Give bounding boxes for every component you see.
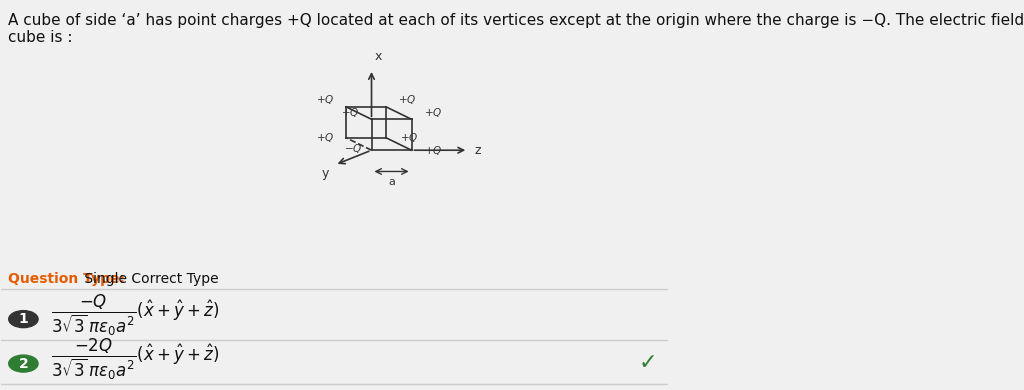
Text: $-Q$: $-Q$	[344, 142, 362, 155]
Text: $+Q$: $+Q$	[315, 94, 334, 106]
Text: z: z	[475, 144, 481, 157]
Text: $+Q$: $+Q$	[398, 94, 417, 106]
Text: Single Correct Type: Single Correct Type	[80, 272, 219, 286]
Text: Question Type:: Question Type:	[8, 272, 125, 286]
Text: A cube of side ‘a’ has point charges +Q located at each of its vertices except a: A cube of side ‘a’ has point charges +Q …	[8, 13, 1024, 45]
Text: ✓: ✓	[639, 354, 657, 374]
Text: $+Q$: $+Q$	[315, 131, 334, 144]
Text: $+Q$: $+Q$	[424, 106, 442, 119]
Text: 1: 1	[18, 312, 29, 326]
Circle shape	[9, 355, 38, 372]
Text: $+Q$: $+Q$	[400, 131, 419, 144]
Text: x: x	[375, 50, 382, 63]
Circle shape	[9, 310, 38, 328]
Text: $+Q$: $+Q$	[424, 144, 442, 157]
Text: a: a	[388, 177, 395, 187]
Text: $+Q$: $+Q$	[341, 106, 359, 119]
Text: 2: 2	[18, 356, 29, 370]
Text: $\dfrac{-Q}{3\sqrt{3}\,\pi\varepsilon_0 a^2}(\hat{x}+\hat{y}+\hat{z})$: $\dfrac{-Q}{3\sqrt{3}\,\pi\varepsilon_0 …	[51, 292, 220, 338]
Text: y: y	[323, 167, 330, 180]
Text: $\dfrac{-2Q}{3\sqrt{3}\,\pi\varepsilon_0 a^2}(\hat{x}+\hat{y}+\hat{z})$: $\dfrac{-2Q}{3\sqrt{3}\,\pi\varepsilon_0…	[51, 337, 220, 382]
